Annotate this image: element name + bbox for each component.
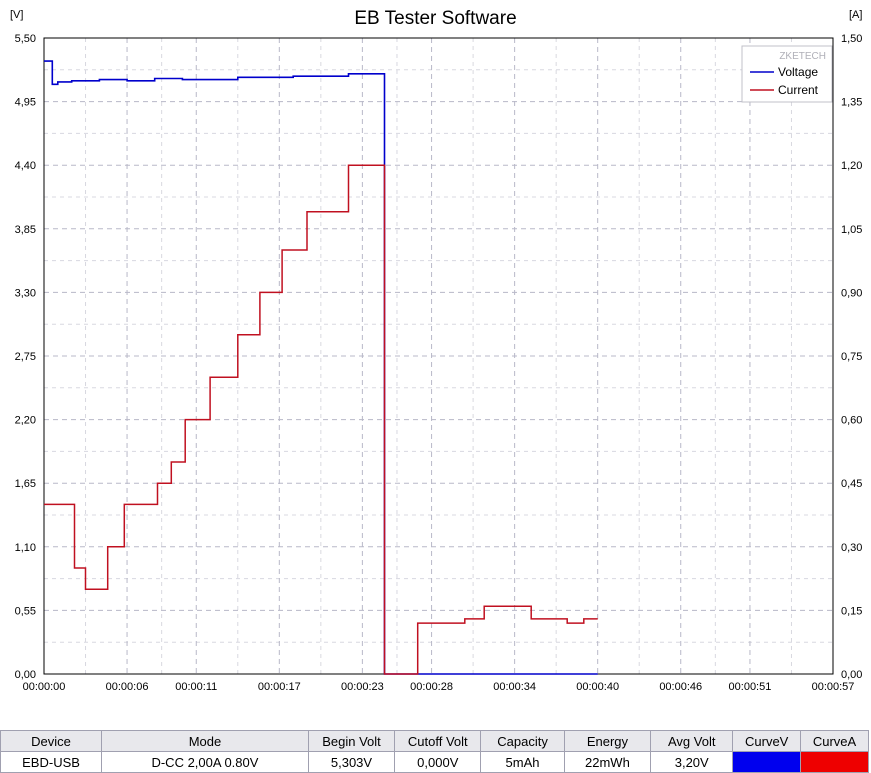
svg-text:00:00:23: 00:00:23 [341,681,384,693]
svg-text:Current: Current [778,83,819,97]
svg-text:1,05: 1,05 [841,224,862,236]
svg-text:00:00:51: 00:00:51 [729,681,772,693]
cell-cutoffv: 0,000V [395,752,481,773]
svg-text:0,30: 0,30 [841,542,862,554]
col-beginv: Begin Volt [308,731,394,752]
data-table: DeviceModeBegin VoltCutoff VoltCapacityE… [0,730,869,773]
col-curvea: CurveA [801,731,869,752]
col-curvev: CurveV [733,731,801,752]
svg-text:00:00:00: 00:00:00 [23,681,66,693]
cell-beginv: 5,303V [308,752,394,773]
cell-capacity: 5mAh [481,752,564,773]
cell-avgv: 3,20V [651,752,733,773]
svg-text:2,20: 2,20 [15,415,36,427]
col-mode: Mode [102,731,309,752]
svg-text:Voltage: Voltage [778,65,818,79]
svg-text:4,40: 4,40 [15,160,36,172]
col-capacity: Capacity [481,731,564,752]
table-row: EBD-USBD-CC 2,00A 0.80V5,303V0,000V5mAh2… [1,752,869,773]
svg-text:00:00:06: 00:00:06 [106,681,149,693]
cell-curvea [801,752,869,773]
svg-text:0,60: 0,60 [841,415,862,427]
col-energy: Energy [564,731,651,752]
cell-device: EBD-USB [1,752,102,773]
chart-title: EB Tester Software [0,8,871,30]
svg-text:00:00:34: 00:00:34 [493,681,536,693]
chart-svg: 0,00 0,55 1,10 1,65 2,20 2,75 3,30 3,85 4,40 4,95… [0,0,871,730]
chart-area: EB Tester Software 0,00 0,55 1,10 1,65 2,20 2… [0,0,871,730]
svg-text:1,65: 1,65 [15,478,36,490]
svg-text:1,20: 1,20 [841,160,862,172]
table-header-row: DeviceModeBegin VoltCutoff VoltCapacityE… [1,731,869,752]
svg-text:0,55: 0,55 [15,605,36,617]
svg-text:5,50: 5,50 [15,33,36,45]
svg-text:00:00:17: 00:00:17 [258,681,301,693]
svg-text:00:00:57: 00:00:57 [812,681,855,693]
svg-text:0,00: 0,00 [841,669,862,681]
svg-text:ZKETECH: ZKETECH [779,51,826,62]
cell-curvev [733,752,801,773]
svg-text:4,95: 4,95 [15,97,36,109]
svg-text:00:00:46: 00:00:46 [659,681,702,693]
col-cutoffv: Cutoff Volt [395,731,481,752]
svg-text:3,30: 3,30 [15,287,36,299]
svg-text:0,45: 0,45 [841,478,862,490]
curvev-swatch [733,752,800,772]
svg-text:0,00: 0,00 [15,669,36,681]
svg-text:0,15: 0,15 [841,605,862,617]
svg-text:2,75: 2,75 [15,351,36,363]
cell-energy: 22mWh [564,752,651,773]
col-avgv: Avg Volt [651,731,733,752]
svg-text:00:00:40: 00:00:40 [576,681,619,693]
svg-text:1,50: 1,50 [841,33,862,45]
svg-text:00:00:11: 00:00:11 [175,681,217,693]
svg-text:00:00:28: 00:00:28 [410,681,453,693]
svg-text:1,10: 1,10 [15,542,36,554]
svg-text:0,75: 0,75 [841,351,862,363]
svg-text:1,35: 1,35 [841,97,862,109]
col-device: Device [1,731,102,752]
svg-text:3,85: 3,85 [15,224,36,236]
curvea-swatch [801,752,868,772]
svg-text:0,90: 0,90 [841,287,862,299]
cell-mode: D-CC 2,00A 0.80V [102,752,309,773]
